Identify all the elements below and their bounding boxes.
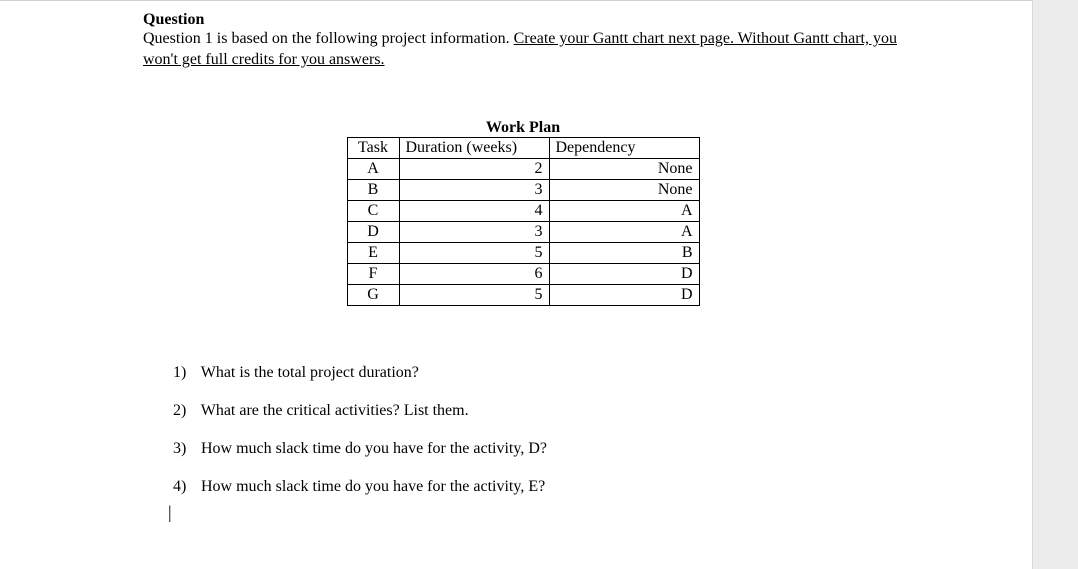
text-cursor: | bbox=[168, 502, 172, 523]
table-row: B 3 None bbox=[347, 179, 699, 200]
cell-duration: 6 bbox=[399, 263, 549, 284]
question-text: How much slack time do you have for the … bbox=[201, 478, 545, 495]
table-title: Work Plan bbox=[143, 119, 903, 137]
cell-dependency: None bbox=[549, 158, 699, 179]
table-row: D 3 A bbox=[347, 221, 699, 242]
question-number: 4) bbox=[173, 478, 197, 496]
question-text: How much slack time do you have for the … bbox=[201, 440, 547, 457]
table-row: G 5 D bbox=[347, 284, 699, 305]
list-item: 3) How much slack time do you have for t… bbox=[173, 440, 903, 458]
cell-task: E bbox=[347, 242, 399, 263]
question-heading: Question bbox=[143, 11, 903, 29]
cell-dependency: A bbox=[549, 200, 699, 221]
document-page: Question Question 1 is based on the foll… bbox=[0, 0, 1032, 569]
table-row: F 6 D bbox=[347, 263, 699, 284]
question-number: 2) bbox=[173, 402, 197, 420]
cell-task: C bbox=[347, 200, 399, 221]
cell-duration: 5 bbox=[399, 242, 549, 263]
col-header-task: Task bbox=[347, 137, 399, 158]
table-row: C 4 A bbox=[347, 200, 699, 221]
document-content: Question Question 1 is based on the foll… bbox=[143, 11, 903, 496]
cell-dependency: D bbox=[549, 263, 699, 284]
col-header-duration: Duration (weeks) bbox=[399, 137, 549, 158]
work-plan-table: Task Duration (weeks) Dependency A 2 Non… bbox=[347, 137, 700, 306]
table-row: A 2 None bbox=[347, 158, 699, 179]
cell-task: F bbox=[347, 263, 399, 284]
list-item: 1) What is the total project duration? bbox=[173, 364, 903, 382]
col-header-dependency: Dependency bbox=[549, 137, 699, 158]
question-list: 1) What is the total project duration? 2… bbox=[173, 364, 903, 496]
question-number: 1) bbox=[173, 364, 197, 382]
table-row: E 5 B bbox=[347, 242, 699, 263]
cell-duration: 5 bbox=[399, 284, 549, 305]
question-number: 3) bbox=[173, 440, 197, 458]
right-gutter bbox=[1032, 0, 1078, 569]
cell-dependency: A bbox=[549, 221, 699, 242]
list-item: 4) How much slack time do you have for t… bbox=[173, 478, 903, 496]
cell-dependency: B bbox=[549, 242, 699, 263]
cell-duration: 3 bbox=[399, 221, 549, 242]
question-text: What is the total project duration? bbox=[201, 364, 419, 381]
cell-task: G bbox=[347, 284, 399, 305]
intro-plain-text: Question 1 is based on the following pro… bbox=[143, 30, 514, 47]
cell-task: A bbox=[347, 158, 399, 179]
cell-dependency: None bbox=[549, 179, 699, 200]
cell-dependency: D bbox=[549, 284, 699, 305]
question-intro: Question 1 is based on the following pro… bbox=[143, 29, 903, 71]
cell-duration: 4 bbox=[399, 200, 549, 221]
cell-task: D bbox=[347, 221, 399, 242]
question-text: What are the critical activities? List t… bbox=[201, 402, 469, 419]
table-header-row: Task Duration (weeks) Dependency bbox=[347, 137, 699, 158]
cell-task: B bbox=[347, 179, 399, 200]
cell-duration: 2 bbox=[399, 158, 549, 179]
list-item: 2) What are the critical activities? Lis… bbox=[173, 402, 903, 420]
cell-duration: 3 bbox=[399, 179, 549, 200]
